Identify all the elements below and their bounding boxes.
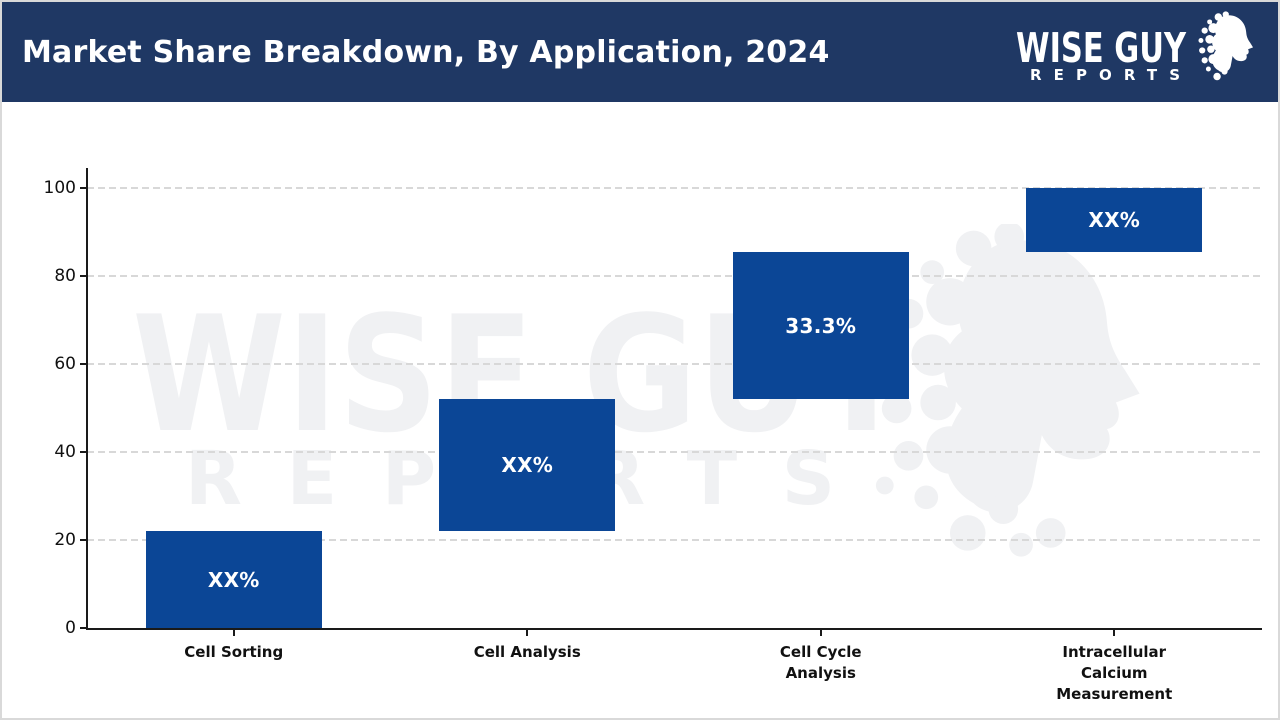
logo-head-icon <box>1198 11 1254 81</box>
y-tick-label: 20 <box>54 529 76 550</box>
y-tick-label: 100 <box>43 177 76 198</box>
watermark-head-icon <box>875 224 1140 557</box>
y-tick <box>80 538 87 541</box>
gridline <box>87 538 1261 541</box>
x-tick <box>819 629 822 636</box>
y-tick <box>80 450 87 453</box>
gridline <box>87 274 1261 277</box>
y-axis-spine <box>86 168 88 630</box>
bar-cell-sorting: XX% <box>145 531 322 628</box>
chart-title: Market Share Breakdown, By Application, … <box>22 34 830 70</box>
x-tick <box>232 629 235 636</box>
gridline <box>87 186 1261 189</box>
y-tick <box>80 627 87 629</box>
logo-name: WISE GUY <box>1016 24 1187 72</box>
y-tick-label: 0 <box>65 618 76 638</box>
y-tick <box>80 186 87 189</box>
bar-cell-cycle-analysis: 33.3% <box>732 252 909 399</box>
x-tick <box>526 629 529 636</box>
bar-value-label: XX% <box>207 567 260 592</box>
bar-value-label: XX% <box>501 453 554 477</box>
bar-value-label: XX% <box>1088 207 1141 232</box>
y-tick <box>80 274 87 277</box>
x-category-label: Intracellular Calcium Measurement <box>1056 643 1173 703</box>
bar-cell-analysis: XX% <box>439 398 616 532</box>
x-axis-spine <box>86 628 1262 630</box>
wiseguy-logo: WISE GUY REPORTS <box>1016 11 1254 84</box>
gridline <box>87 450 1261 453</box>
x-category-label: Cell Cycle Analysis <box>779 643 862 682</box>
x-tick <box>1113 629 1116 636</box>
y-tick-label: 60 <box>54 353 76 374</box>
header-bar: Market Share Breakdown, By Application, … <box>2 2 1278 102</box>
bar-value-label: 33.3% <box>785 313 857 338</box>
x-category-label: Cell Sorting <box>184 643 284 661</box>
x-category-label: Cell Analysis <box>473 643 581 661</box>
y-tick-label: 80 <box>54 265 76 286</box>
gridline <box>87 362 1261 365</box>
y-tick-label: 40 <box>54 441 76 462</box>
bar-intracellular-calcium-measurement: XX% <box>1026 187 1203 253</box>
y-tick <box>80 362 87 365</box>
